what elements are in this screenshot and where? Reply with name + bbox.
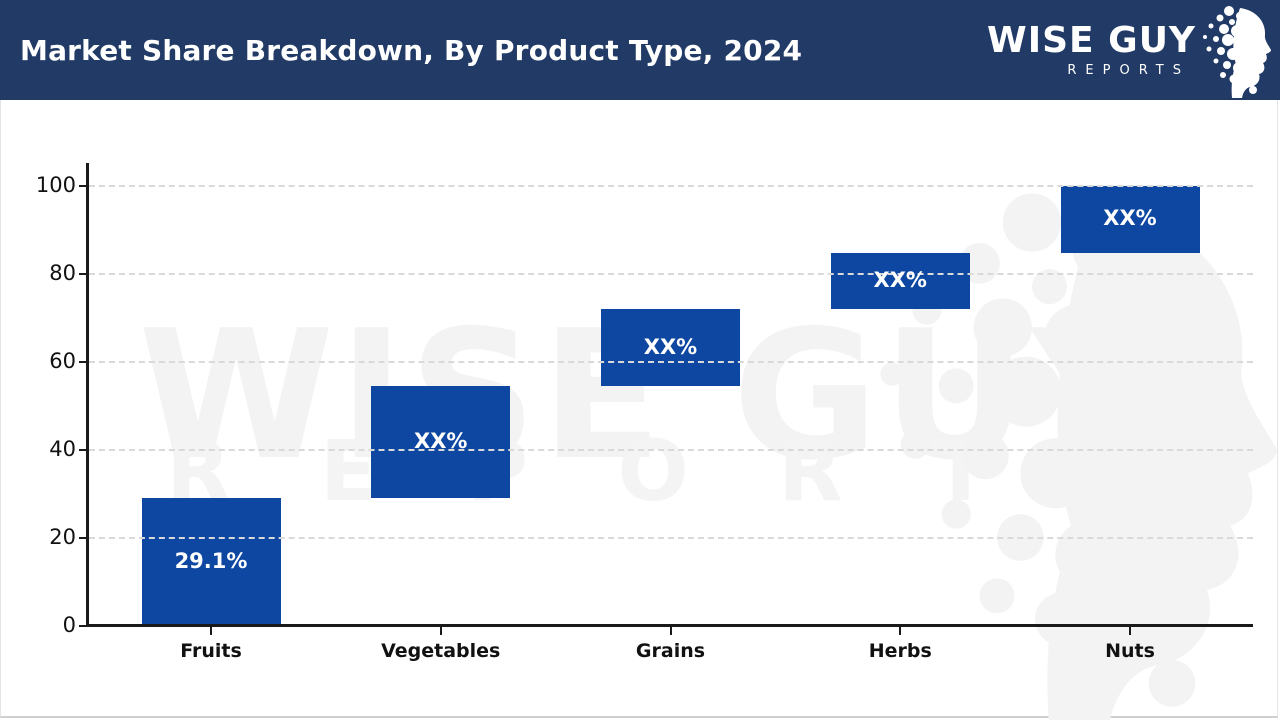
x-tick-label-herbs: Herbs: [868, 640, 932, 662]
x-tick-label-grains: Grains: [635, 640, 706, 662]
bar-label-nuts: XX%: [1103, 206, 1157, 231]
bar-label-grains: XX%: [643, 334, 698, 359]
y-tick-label-40: 40: [49, 437, 76, 461]
x-tick-grains: [669, 627, 672, 635]
y-tick-label-20: 20: [49, 525, 76, 549]
bar-herbs: [830, 252, 970, 310]
x-tick-vegetables: [439, 627, 442, 635]
header-bar: Market Share Breakdown, By Product Type,…: [0, 0, 1280, 100]
bar-label-vegetables: XX%: [414, 429, 468, 454]
x-tick-herbs: [899, 627, 902, 635]
brand-logo: WISE GUY REPORTS: [987, 0, 1274, 100]
x-axis-line: [86, 624, 1253, 627]
y-tick-label-0: 0: [62, 613, 76, 637]
bar-label-herbs: XX%: [873, 268, 927, 293]
bar-fruits: [141, 497, 281, 626]
brand-head-icon: [1203, 6, 1271, 98]
brand-logo-subtext: REPORTS: [1067, 63, 1190, 78]
bar-nuts: [1060, 186, 1200, 253]
y-tick-0: [79, 625, 87, 627]
x-tick-fruits: [210, 627, 212, 635]
y-tick-80: [79, 273, 87, 275]
gridline-100: [89, 185, 1253, 187]
y-tick-100: [79, 185, 87, 187]
bar-vegetables: [371, 386, 511, 498]
y-tick-40: [79, 449, 87, 451]
y-tick-label-60: 60: [49, 349, 76, 373]
y-tick-60: [79, 361, 87, 363]
gridline-60: [89, 361, 1253, 363]
y-axis-line: [86, 163, 89, 627]
chart-title: Market Share Breakdown, By Product Type,…: [20, 33, 803, 67]
x-tick-label-fruits: Fruits: [180, 640, 242, 662]
y-tick-20: [79, 537, 87, 539]
x-tick-label-nuts: Nuts: [1105, 640, 1155, 662]
bar-grains: [601, 309, 740, 387]
gridline-80: [89, 273, 1253, 275]
y-tick-label-80: 80: [49, 261, 76, 285]
bar-label-fruits: 29.1%: [174, 548, 248, 573]
x-tick-nuts: [1129, 627, 1131, 635]
x-tick-label-vegetables: Vegetables: [381, 640, 501, 662]
gridline-20: [89, 537, 1253, 539]
gridline-40: [89, 449, 1253, 451]
y-tick-label-100: 100: [35, 173, 76, 197]
brand-logo-wordmark: WISE GUY: [986, 20, 1196, 61]
